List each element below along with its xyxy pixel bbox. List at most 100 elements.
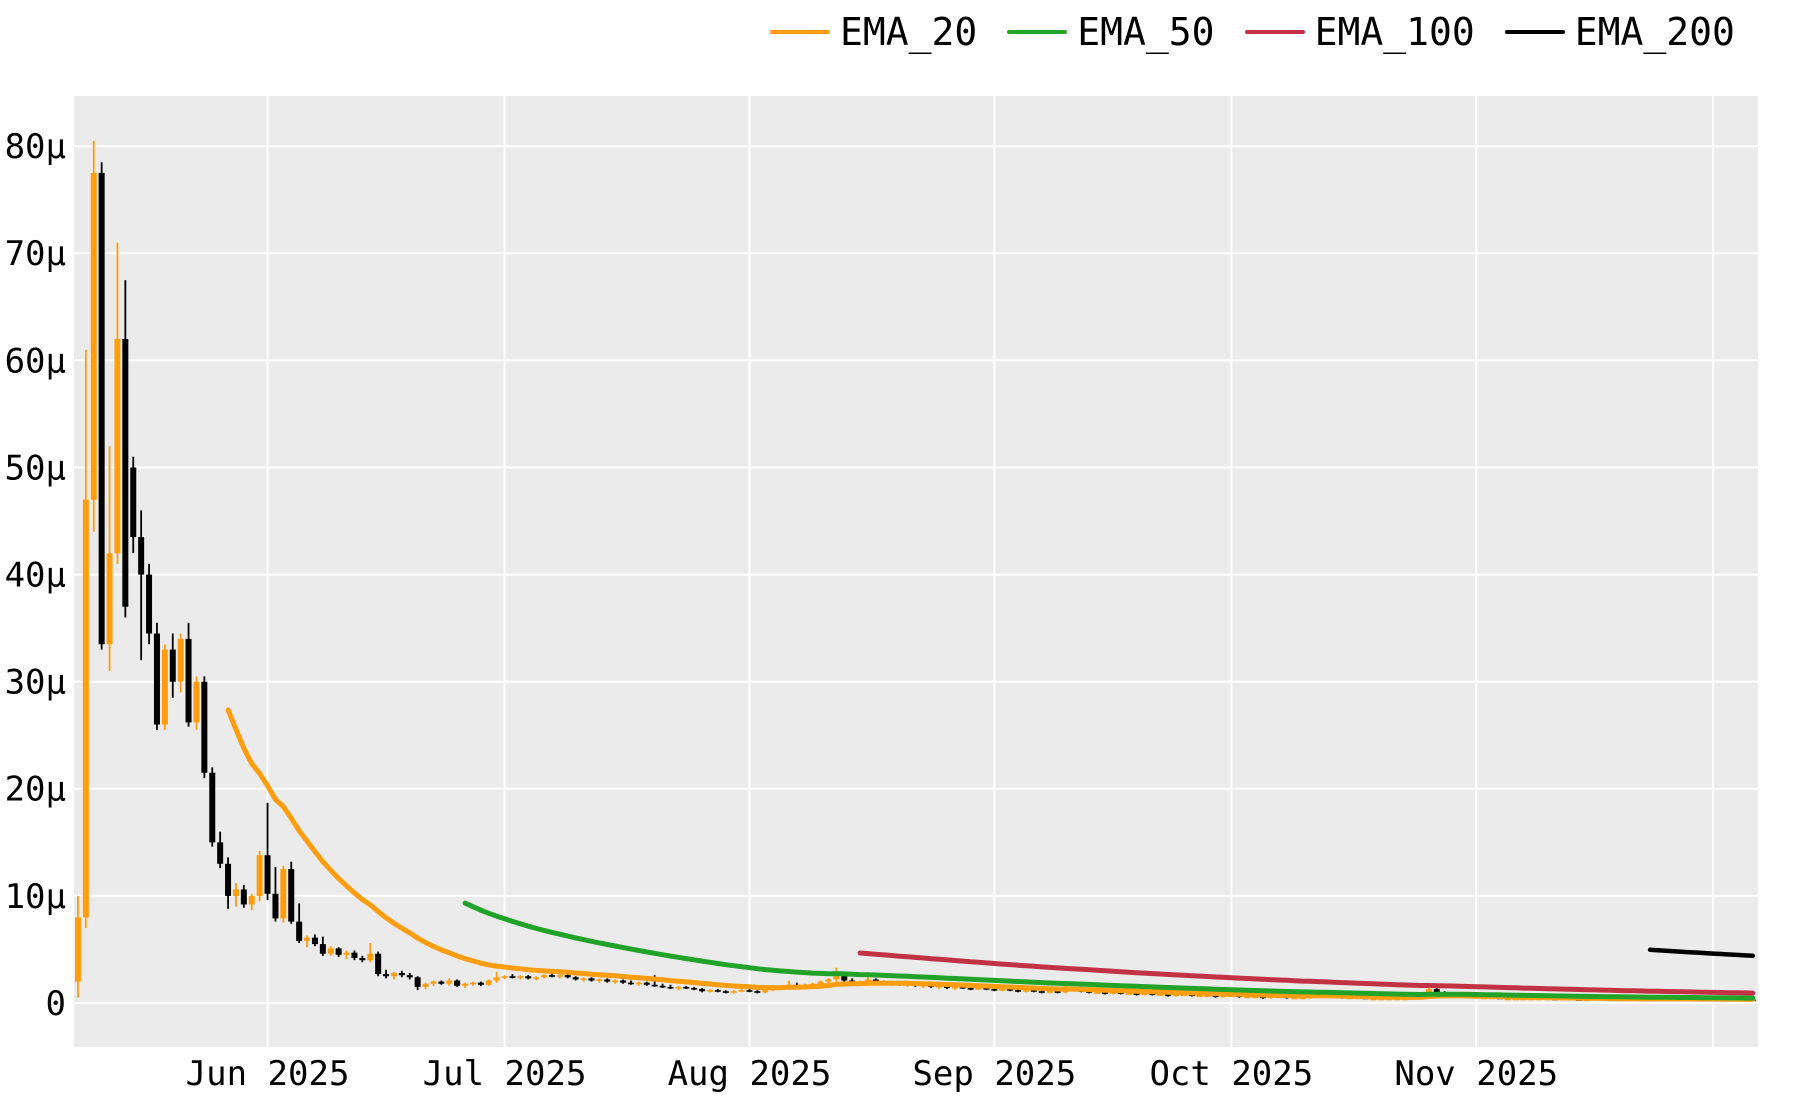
- candle-body: [1125, 993, 1132, 995]
- candle-body: [580, 978, 587, 980]
- legend-label: EMA_20: [840, 10, 978, 54]
- candle-body: [1141, 993, 1148, 995]
- candle-body: [1291, 997, 1298, 1000]
- plot-background: [74, 96, 1758, 1047]
- candle-body: [746, 990, 753, 992]
- y-tick-label: 50µ: [5, 448, 66, 488]
- candle-body: [999, 989, 1006, 991]
- candle-body: [304, 937, 311, 941]
- ema-100-line: [857, 950, 1756, 996]
- y-tick-label: 20µ: [5, 770, 66, 810]
- candle-body: [185, 638, 192, 723]
- legend-label: EMA_50: [1077, 10, 1215, 54]
- candle-body: [1054, 991, 1061, 993]
- candle-body: [1180, 994, 1187, 997]
- legend-line-swatch: [1244, 29, 1305, 35]
- candle-body: [232, 889, 239, 896]
- candle-body: [343, 952, 350, 955]
- candle-body: [122, 338, 129, 607]
- legend-item-ema-20: EMA_20: [770, 10, 977, 54]
- candle-body: [548, 975, 555, 977]
- candle-body: [517, 976, 524, 978]
- candle-body: [817, 981, 824, 984]
- legend-line-swatch: [770, 29, 830, 35]
- legend-item-ema-100: EMA_100: [1244, 10, 1475, 54]
- legend-label: EMA_100: [1314, 10, 1475, 54]
- candle-body: [193, 681, 200, 723]
- candle-body: [564, 975, 571, 978]
- candle-body: [651, 984, 658, 987]
- candle-body: [612, 980, 619, 983]
- candle-body: [643, 982, 650, 985]
- candle-body: [1173, 994, 1180, 997]
- candle-body: [959, 986, 966, 989]
- candle-body: [706, 990, 713, 992]
- candle-body: [983, 988, 990, 990]
- y-tick-label: 0: [46, 984, 66, 1024]
- y-axis-labels: 0 10µ 20µ 30µ 40µ 50µ 60µ 70µ 80µ: [5, 127, 66, 1024]
- candle-body: [493, 977, 500, 981]
- candle-body: [541, 975, 548, 978]
- candle-body: [177, 638, 184, 682]
- candle-body: [975, 988, 982, 990]
- candle-body: [272, 893, 279, 919]
- x-tick-label: Jun 2025: [186, 1054, 350, 1094]
- candle-body: [485, 980, 492, 985]
- candle-body: [383, 974, 390, 977]
- candle-body: [1133, 993, 1140, 995]
- candle-body: [98, 172, 105, 645]
- candle-body: [335, 948, 342, 955]
- candle-body: [1046, 991, 1053, 993]
- candle-body: [406, 975, 413, 978]
- candle-body: [1196, 995, 1203, 998]
- candle-body: [627, 982, 634, 985]
- candle-body: [722, 991, 729, 993]
- candle-body: [256, 855, 263, 896]
- candle-body: [375, 953, 382, 975]
- candle-body: [161, 649, 168, 725]
- candle-body: [730, 991, 737, 993]
- candle-body: [477, 982, 484, 985]
- candle-body: [146, 574, 153, 634]
- candle-body: [1433, 989, 1440, 993]
- gridlines: [74, 96, 1758, 1047]
- candle-body: [683, 986, 690, 989]
- x-tick-label: Oct 2025: [1149, 1054, 1313, 1094]
- candle-body: [1109, 992, 1116, 994]
- candle-body: [620, 980, 627, 983]
- candle-body: [604, 979, 611, 982]
- candle-body: [130, 467, 137, 538]
- candle-body: [738, 990, 745, 992]
- candle-body: [390, 973, 397, 977]
- candle-body: [833, 973, 840, 980]
- candle-body: [319, 944, 326, 954]
- candle-body: [1212, 995, 1219, 998]
- candle-body: [1094, 992, 1101, 994]
- candle-body: [1015, 990, 1022, 992]
- candle-body: [240, 889, 247, 905]
- candle-body: [1244, 996, 1251, 999]
- legend-item-ema-200: EMA_200: [1504, 10, 1735, 54]
- candle-body: [509, 976, 516, 978]
- candle-body: [90, 172, 97, 500]
- candle-body: [82, 499, 89, 918]
- candle-body: [1370, 998, 1377, 1001]
- x-tick-label: Aug 2025: [668, 1054, 832, 1094]
- candle-body: [841, 973, 848, 981]
- candle-body: [454, 980, 461, 986]
- candle-body: [951, 986, 958, 989]
- legend-line-swatch: [1504, 29, 1565, 35]
- candle-body: [169, 649, 176, 682]
- legend: EMA_20 EMA_50 EMA_100 EMA_200: [770, 10, 1735, 54]
- candle-body: [469, 982, 476, 985]
- candle-body: [825, 979, 832, 982]
- candle-body: [248, 895, 255, 905]
- y-tick-label: 30µ: [5, 663, 66, 703]
- candle-body: [138, 537, 145, 575]
- candle-body: [209, 772, 216, 843]
- candle-body: [351, 952, 358, 959]
- candle-body: [588, 978, 595, 981]
- candle-body: [1157, 994, 1164, 997]
- candle-body: [699, 989, 706, 992]
